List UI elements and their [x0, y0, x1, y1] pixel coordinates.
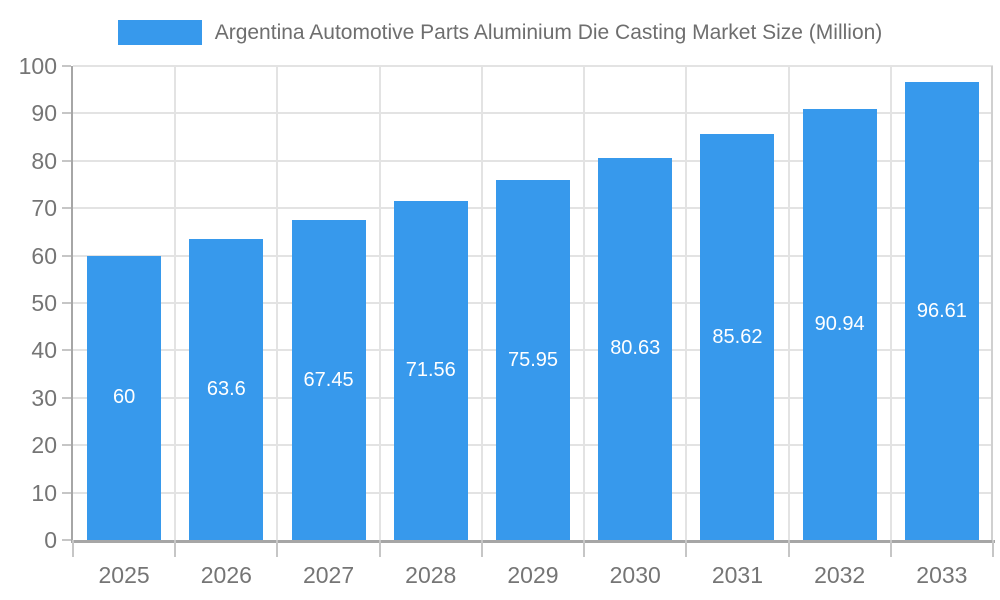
bar-value-label: 85.62 — [712, 325, 763, 348]
y-axis-label: 80 — [31, 147, 57, 174]
bar-value-label: 63.6 — [206, 377, 246, 400]
h-gridline — [73, 65, 993, 67]
x-tick — [787, 540, 790, 557]
x-axis-label: 2028 — [405, 562, 457, 588]
y-tick — [62, 302, 71, 304]
x-axis-label: 2030 — [609, 562, 661, 588]
y-tick — [62, 254, 71, 257]
y-axis-label: 30 — [31, 384, 57, 411]
x-axis-label: 2025 — [98, 562, 150, 588]
y-axis-label: 90 — [31, 100, 57, 127]
bar-2029[interactable]: 75.95 — [496, 180, 570, 540]
y-axis-label: 20 — [31, 432, 57, 459]
x-axis-label: 2026 — [200, 562, 252, 588]
x-tick — [174, 540, 177, 557]
y-axis-label: 0 — [44, 527, 57, 553]
y-axis-label: 60 — [31, 242, 57, 269]
x-tick — [480, 540, 483, 557]
v-gridline — [583, 66, 586, 540]
y-tick — [62, 112, 71, 115]
y-tick — [62, 491, 71, 494]
v-gridline — [889, 66, 892, 540]
bar-2026[interactable]: 63.6 — [189, 238, 264, 540]
v-gridline — [174, 66, 177, 540]
legend-title: Argentina Automotive Parts Aluminium Die… — [214, 20, 883, 44]
v-gridline — [685, 66, 688, 540]
bar-value-label: 60 — [112, 386, 136, 409]
y-axis-line — [71, 66, 73, 540]
y-tick — [62, 444, 71, 447]
v-gridline — [480, 66, 483, 540]
y-axis-label: 50 — [31, 290, 57, 316]
x-axis-label: 2029 — [507, 562, 559, 588]
h-gridline — [73, 112, 993, 115]
bar-2033[interactable]: 96.61 — [904, 82, 979, 540]
y-tick — [62, 65, 71, 67]
h-gridline — [73, 159, 993, 162]
y-tick — [62, 539, 71, 541]
x-axis-line — [71, 540, 995, 543]
legend-swatch — [117, 20, 202, 45]
bar-value-label: 71.56 — [405, 358, 456, 381]
v-gridline — [378, 66, 381, 540]
y-axis-label: 100 — [18, 53, 57, 79]
plot-area: 60 63.6 67.45 71.56 75.95 80.63 85.62 90.94 96.6… — [73, 65, 993, 540]
x-tick — [889, 540, 892, 557]
bar-value-label: 75.95 — [507, 348, 559, 371]
x-axis-label: 2032 — [814, 562, 866, 588]
x-axis-label: 2031 — [711, 562, 764, 588]
y-tick — [62, 349, 71, 352]
bar-2028[interactable]: 71.56 — [393, 200, 468, 540]
x-tick — [276, 540, 279, 557]
y-axis-label: 40 — [31, 337, 57, 364]
x-tick — [72, 540, 74, 557]
x-axis-label: 2033 — [916, 562, 968, 588]
bar-2027[interactable]: 67.45 — [291, 220, 366, 540]
bar-value-label: 90.94 — [814, 312, 865, 335]
v-gridline — [276, 66, 279, 540]
bar-value-label: 96.61 — [916, 299, 967, 322]
x-tick — [583, 540, 586, 557]
x-axis-label: 2027 — [302, 562, 355, 588]
y-tick — [62, 207, 71, 210]
bar-value-label: 67.45 — [303, 368, 354, 391]
y-axis-label: 10 — [31, 479, 57, 506]
bar-2030[interactable]: 80.63 — [598, 157, 673, 540]
y-axis-label: 70 — [31, 195, 57, 222]
y-tick — [62, 159, 71, 162]
bar-value-label: 80.63 — [610, 337, 661, 360]
x-tick — [378, 540, 381, 557]
x-tick — [685, 540, 688, 557]
bar-2032[interactable]: 90.94 — [802, 108, 877, 540]
bar-2025[interactable]: 60 — [87, 255, 162, 540]
x-tick — [992, 540, 994, 557]
plot-right-border — [991, 66, 993, 540]
legend[interactable]: Argentina Automotive Parts Aluminium Die… — [0, 20, 1000, 45]
bar-2031[interactable]: 85.62 — [700, 134, 775, 540]
v-gridline — [787, 66, 790, 540]
y-tick — [62, 396, 71, 399]
